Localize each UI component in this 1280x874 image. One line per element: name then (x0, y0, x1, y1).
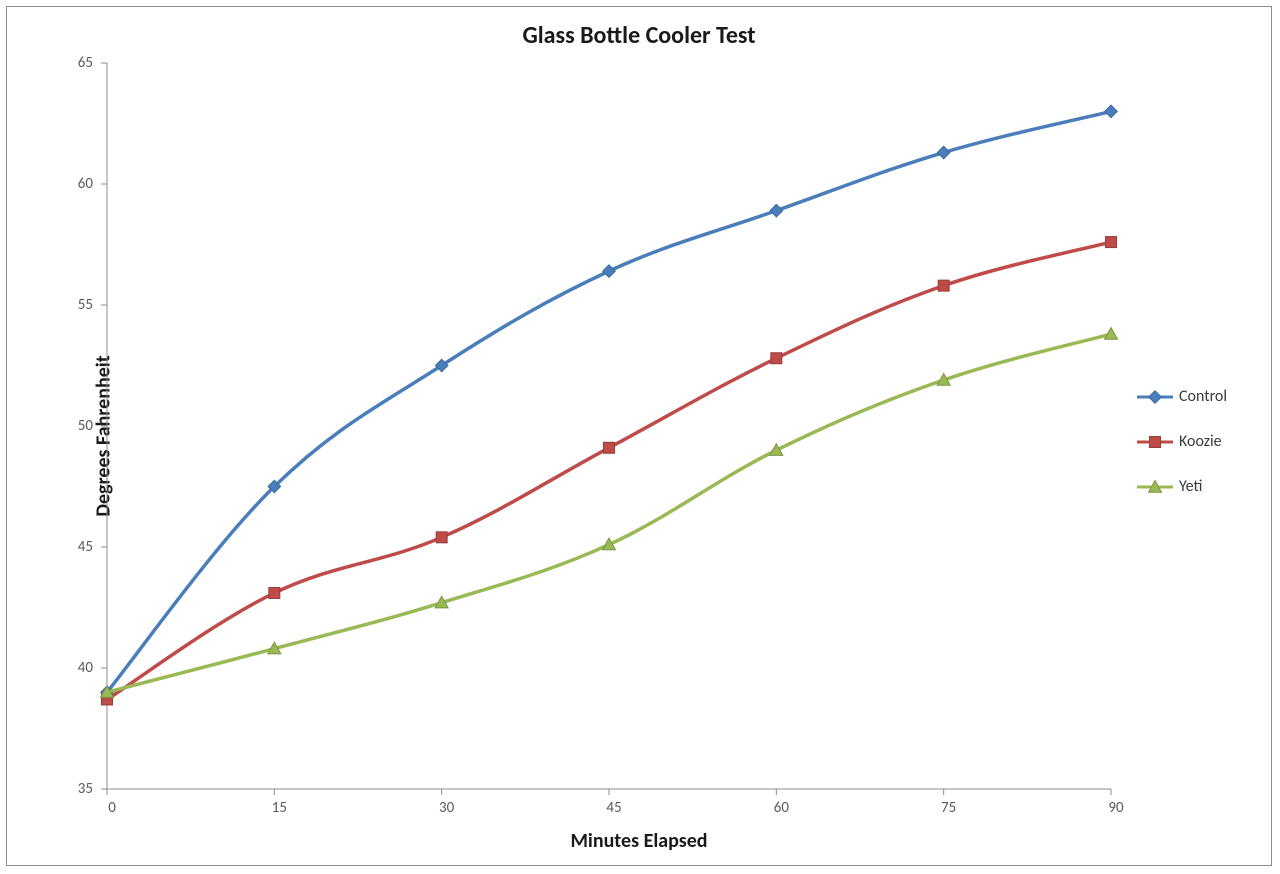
legend-label: Koozie (1179, 432, 1222, 451)
legend: Control Koozie Yeti (1137, 387, 1227, 522)
x-tick-label: 75 (934, 799, 964, 817)
y-tick-label: 35 (78, 780, 93, 798)
legend-item: Control (1137, 387, 1227, 406)
legend-swatch (1137, 435, 1173, 449)
y-tick-label: 45 (78, 538, 93, 556)
x-tick-label: 0 (97, 799, 127, 817)
y-tick-label: 50 (78, 417, 93, 435)
x-tick-label: 90 (1101, 799, 1131, 817)
legend-label: Control (1179, 387, 1227, 406)
legend-swatch (1137, 390, 1173, 404)
chart-frame: Glass Bottle Cooler Test Degrees Fahrenh… (6, 6, 1272, 866)
legend-item: Yeti (1137, 477, 1227, 496)
y-tick-label: 40 (78, 659, 93, 677)
y-tick-label: 65 (78, 54, 93, 72)
chart-title: Glass Bottle Cooler Test (7, 21, 1271, 50)
x-tick-label: 60 (766, 799, 796, 817)
diamond-icon (1148, 390, 1162, 404)
y-tick-label: 60 (78, 175, 93, 193)
x-tick-label: 45 (599, 799, 629, 817)
x-tick-label: 15 (264, 799, 294, 817)
x-tick-label: 30 (432, 799, 462, 817)
legend-item: Koozie (1137, 432, 1227, 451)
square-icon (1148, 435, 1162, 449)
legend-label: Yeti (1179, 477, 1202, 496)
legend-swatch (1137, 480, 1173, 494)
triangle-icon (1148, 480, 1162, 494)
x-axis-label: Minutes Elapsed (7, 829, 1271, 853)
plot-area (97, 53, 1121, 799)
y-tick-label: 55 (78, 296, 93, 314)
